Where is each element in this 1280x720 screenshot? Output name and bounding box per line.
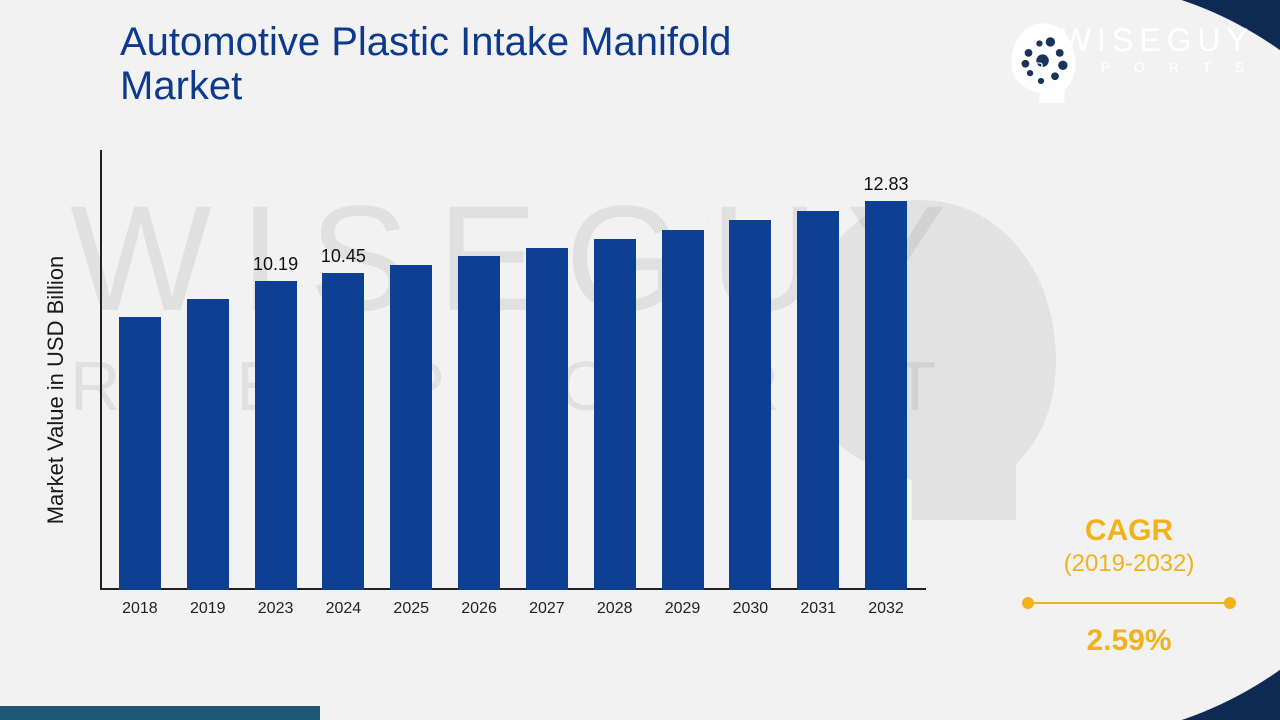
bar (390, 265, 432, 590)
bar (797, 211, 839, 590)
bar (865, 201, 907, 590)
bar-value-label: 10.45 (321, 246, 366, 273)
bar (729, 220, 771, 590)
x-tick-label: 2025 (377, 600, 445, 630)
x-axis-labels: 2018201920232024202520262027202820292030… (100, 594, 926, 630)
bar (255, 281, 297, 590)
bar-column (784, 150, 852, 590)
logo-line-1: WISEGUY (1034, 24, 1254, 56)
plot-area: 10.19 10.45 12.83 (100, 150, 926, 590)
bar (458, 256, 500, 590)
bar (526, 248, 568, 590)
bar (594, 239, 636, 590)
bar-column: 10.45 (309, 150, 377, 590)
x-tick-label: 2031 (784, 600, 852, 630)
x-tick-label: 2029 (649, 600, 717, 630)
x-tick-label: 2026 (445, 600, 513, 630)
footer-accent-strip (0, 706, 320, 720)
x-tick-label: 2024 (309, 600, 377, 630)
page-title: Automotive Plastic Intake Manifold Marke… (120, 20, 840, 108)
cagr-callout: CAGR (2019-2032) 2.59% (1004, 514, 1254, 658)
bar-column (716, 150, 784, 590)
bar (662, 230, 704, 590)
bar-chart: Market Value in USD Billion 10.1910.4512… (56, 150, 926, 630)
cagr-title: CAGR (1004, 514, 1254, 548)
cagr-divider (1024, 596, 1234, 610)
x-tick-label: 2030 (716, 600, 784, 630)
bar-column: 12.83 (852, 150, 920, 590)
bar-column (377, 150, 445, 590)
bar (187, 299, 229, 590)
x-tick-label: 2023 (242, 600, 310, 630)
bar-column (106, 150, 174, 590)
bar-column: 10.19 (242, 150, 310, 590)
bar-column (174, 150, 242, 590)
report-card: WISEGUY R E P O R T S Automotive Plastic… (0, 0, 1280, 720)
logo-line-2: R E P O R T S (1034, 60, 1254, 74)
cagr-value: 2.59% (1004, 624, 1254, 658)
bar-value-label: 12.83 (863, 174, 908, 201)
x-tick-label: 2032 (852, 600, 920, 630)
y-axis-label: Market Value in USD Billion (43, 256, 69, 525)
x-tick-label: 2028 (581, 600, 649, 630)
x-tick-label: 2019 (174, 600, 242, 630)
bars-container: 10.19 10.45 12.83 (100, 150, 926, 590)
brand-logo: WISEGUY R E P O R T S (1034, 24, 1254, 74)
bar-column (445, 150, 513, 590)
bar (119, 317, 161, 590)
x-tick-label: 2018 (106, 600, 174, 630)
bar-column (649, 150, 717, 590)
cagr-range: (2019-2032) (1004, 550, 1254, 578)
bar (322, 273, 364, 590)
bar-column (513, 150, 581, 590)
bar-value-label: 10.19 (253, 254, 298, 281)
x-tick-label: 2027 (513, 600, 581, 630)
bar-column (581, 150, 649, 590)
